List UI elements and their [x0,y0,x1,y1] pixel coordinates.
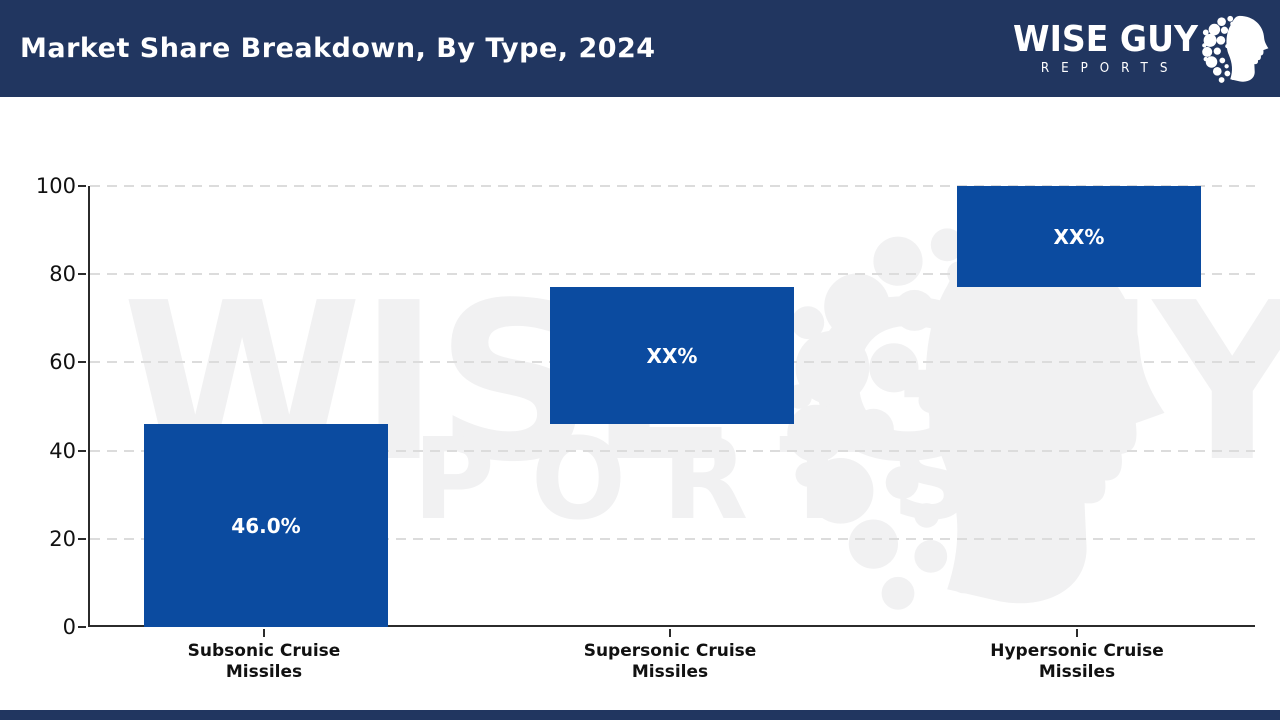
y-axis-tick [78,273,86,276]
logo-text: WISE GUY REPORTS [1013,18,1198,76]
gridline [90,449,1255,452]
y-axis-tick-label: 20 [49,526,76,551]
bar-segment: 46.0% [144,424,388,627]
page-title: Market Share Breakdown, By Type, 2024 [20,33,656,64]
wise-guy-reports-logo: WISE GUY REPORTS [1005,8,1280,90]
y-axis-tick-label: 60 [49,350,76,375]
bar-value-label: XX% [646,343,698,368]
category-label-line: Subsonic Cruise [187,641,341,661]
y-axis-tick [78,537,86,540]
watermark-face-icon [787,228,1165,610]
x-axis-category-label: Supersonic Cruise Missiles [510,641,830,683]
footer-bar [0,710,1280,720]
category-label-line: Supersonic Cruise [583,641,757,661]
x-axis-tick [669,629,671,637]
bar-segment: XX% [957,186,1201,288]
bar-value-label: XX% [1053,224,1105,249]
x-axis-tick [263,629,265,637]
header-bar: Market Share Breakdown, By Type, 2024 WI… [0,0,1280,97]
category-label-line: Missiles [1038,662,1116,682]
category-label-line: Missiles [225,662,303,682]
y-axis-tick [78,626,86,628]
x-axis-tick [1076,629,1078,637]
category-label-line: Hypersonic Cruise [990,641,1164,661]
y-axis-tick [78,449,86,452]
logo-wordmark: WISE GUY [1013,18,1198,60]
face-profile-icon [1202,15,1269,83]
x-axis-category-label: Subsonic Cruise Missiles [104,641,424,683]
x-axis-category-label: Hypersonic Cruise Missiles [917,641,1237,683]
y-axis-tick [78,185,86,187]
gridline [90,537,1255,540]
chart-area: WISE GUY REPORTS 46.0%XX%XX% 02040608010… [0,97,1280,710]
bar-segment: XX% [550,287,794,425]
y-axis-tick [78,361,86,364]
gridline [90,273,1255,276]
gridline [90,185,1255,187]
y-axis-tick-label: 0 [62,615,76,639]
category-label-line: Missiles [631,662,709,682]
bar-value-label: 46.0% [231,513,301,538]
logo-subtitle: REPORTS [1040,60,1180,76]
plot-frame: 46.0% XX% XX% [88,185,1255,627]
y-axis-tick-label: 80 [49,262,76,287]
y-axis-tick-label: 100 [35,174,76,198]
y-axis-tick-label: 40 [49,438,76,463]
